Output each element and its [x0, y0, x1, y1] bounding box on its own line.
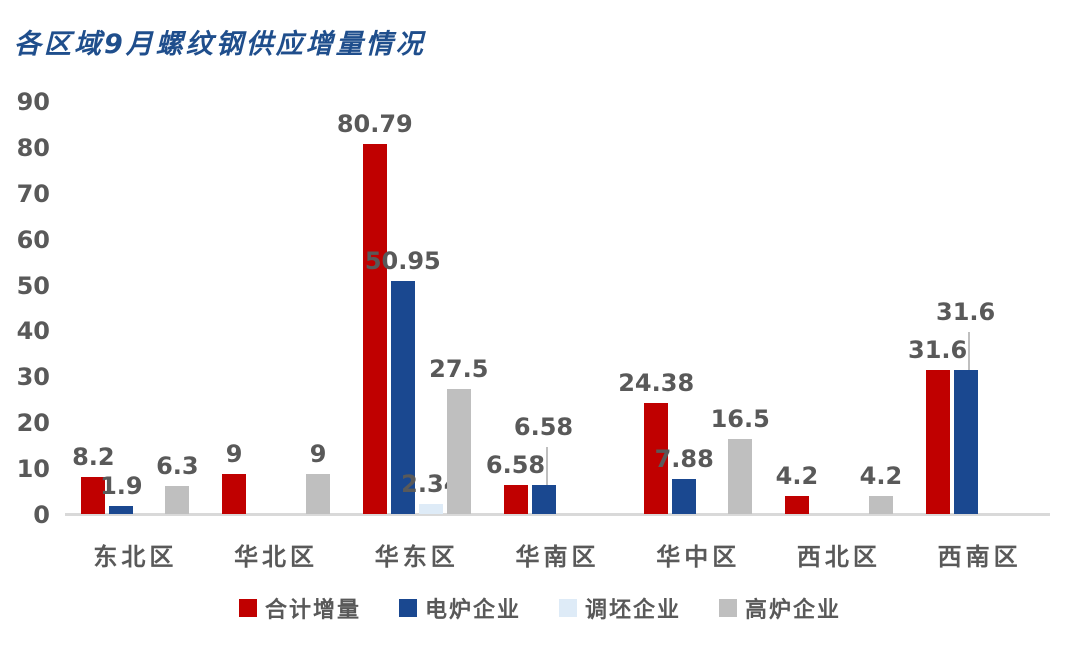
- bar-value-label: 80.79: [336, 110, 413, 139]
- bar-value-label: 8.2: [72, 443, 115, 472]
- bar-合计增量-东北区: [81, 477, 106, 514]
- legend-swatch-icon: [398, 599, 417, 617]
- legend-label: 合计增量: [264, 598, 361, 623]
- y-axis-tick-label: 20: [16, 409, 50, 438]
- y-axis-tick-label: 40: [16, 317, 50, 346]
- y-axis-tick-label: 70: [16, 179, 50, 208]
- bar-电炉企业-东北区: [109, 506, 134, 514]
- legend-item-调坯企业: 调坯企业: [559, 592, 681, 624]
- bar-value-label: 16.5: [710, 405, 770, 434]
- bar-value-label: 4.2: [859, 461, 903, 490]
- legend-label: 电炉企业: [424, 598, 521, 623]
- x-axis-label-东北区: 东北区: [93, 543, 178, 571]
- x-axis-label-西北区: 西北区: [796, 543, 881, 571]
- bar-电炉企业-华东区: [390, 281, 415, 514]
- legend-label: 调坯企业: [585, 598, 682, 623]
- bar-电炉企业-华南区: [531, 484, 556, 514]
- bar-高炉企业-东北区: [165, 486, 190, 514]
- bar-value-label: 50.95: [364, 247, 441, 276]
- bar-value-label: 6.3: [156, 452, 199, 481]
- x-axis-line: [65, 513, 1050, 516]
- bar-高炉企业-西北区: [868, 495, 893, 514]
- bar-合计增量-华东区: [362, 144, 387, 514]
- bar-合计增量-华南区: [503, 484, 528, 514]
- bar-value-label: 9: [309, 439, 327, 468]
- x-axis-label-西南区: 西南区: [937, 543, 1022, 571]
- y-axis-tick-label: 80: [16, 133, 50, 162]
- bar-value-label: 24.38: [618, 369, 695, 398]
- bar-调坯企业-华东区: [418, 504, 443, 514]
- bar-value-label: 9: [225, 439, 243, 468]
- x-axis-label-华中区: 华中区: [656, 543, 741, 571]
- y-axis-tick-label: 30: [16, 363, 50, 392]
- bar-合计增量-西南区: [925, 369, 950, 514]
- bar-高炉企业-华东区: [446, 388, 471, 514]
- bar-value-label: 31.6: [908, 335, 968, 364]
- bar-合计增量-西北区: [784, 495, 809, 514]
- data-label-leader-line: [967, 331, 970, 370]
- legend-swatch-icon: [559, 599, 577, 617]
- chart-title: 各区域9月螺纹钢供应增量情况: [14, 29, 426, 60]
- bar-电炉企业-西南区: [953, 369, 978, 514]
- data-label-leader-line: [545, 446, 548, 485]
- bar-高炉企业-华中区: [728, 439, 753, 514]
- x-axis-label-华东区: 华东区: [374, 543, 459, 571]
- legend-label: 高炉企业: [745, 598, 842, 623]
- y-axis-tick-label: 90: [16, 88, 50, 116]
- bar-value-label: 1.9: [100, 472, 143, 501]
- bar-value-label: 31.6: [936, 297, 996, 326]
- bar-合计增量-华中区: [644, 403, 669, 514]
- bar-合计增量-华北区: [222, 473, 247, 514]
- bar-value-label: 6.58: [485, 450, 546, 479]
- bar-value-label: 7.88: [654, 444, 714, 473]
- legend-swatch-icon: [719, 599, 738, 617]
- bar-value-label: 4.2: [775, 461, 819, 490]
- x-axis-label-华北区: 华北区: [234, 543, 319, 571]
- bar-value-label: 6.58: [513, 412, 574, 441]
- bar-value-label: 27.5: [429, 354, 489, 383]
- y-axis-tick-label: 50: [16, 271, 50, 300]
- y-axis-tick-label: 0: [33, 501, 50, 529]
- bar-电炉企业-华中区: [672, 478, 697, 514]
- legend-item-合计增量: 合计增量: [238, 592, 361, 624]
- legend-item-电炉企业: 电炉企业: [398, 592, 521, 624]
- y-axis-tick-label: 60: [16, 225, 50, 254]
- x-axis-label-华南区: 华南区: [515, 543, 600, 571]
- bar-高炉企业-华北区: [306, 473, 331, 514]
- legend-swatch-icon: [238, 599, 257, 617]
- chart-legend: 合计增量 电炉企业 调坯企业 高炉企业: [0, 592, 1080, 624]
- legend-item-高炉企业: 高炉企业: [719, 592, 841, 624]
- y-axis-tick-label: 10: [16, 455, 50, 484]
